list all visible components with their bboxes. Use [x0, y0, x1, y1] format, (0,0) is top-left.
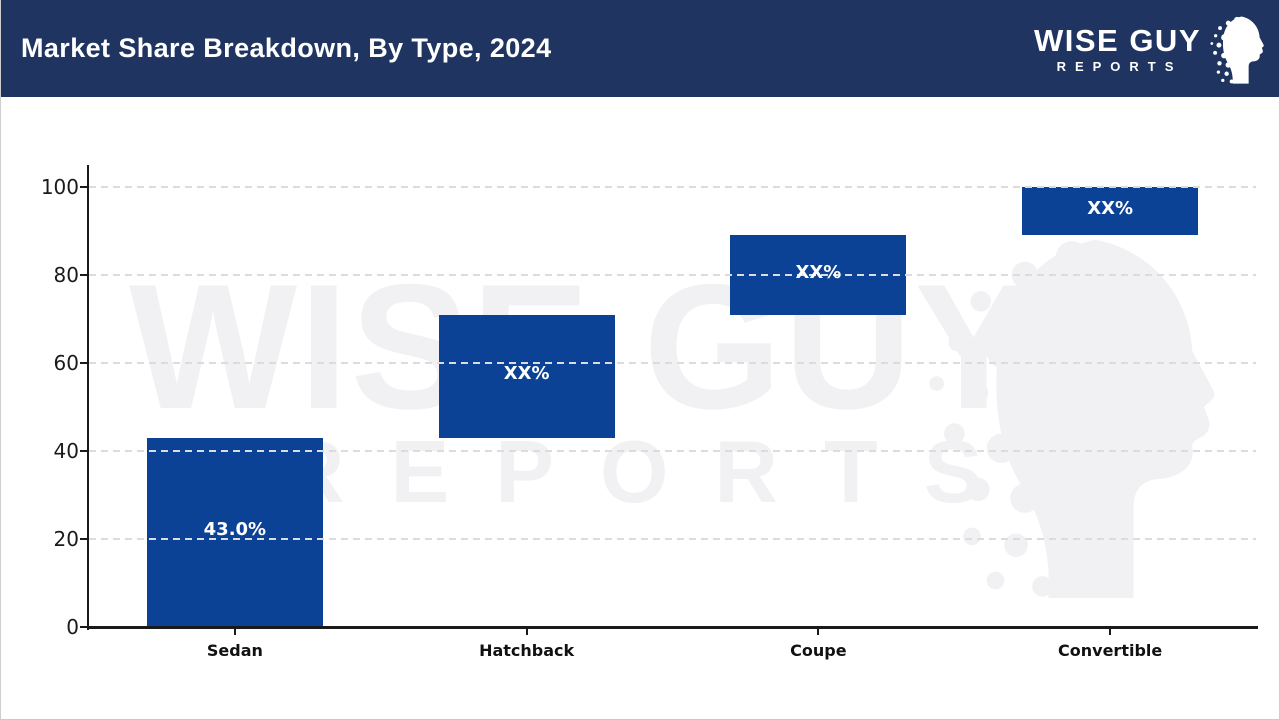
- gridline: [89, 274, 1256, 276]
- page-title: Market Share Breakdown, By Type, 2024: [21, 33, 552, 63]
- watermark-face-icon: [929, 239, 1215, 599]
- watermark-subtitle: REPORTS: [281, 422, 1029, 521]
- logo-subtitle: REPORTS: [1056, 58, 1183, 74]
- y-axis-tick-mark: [80, 186, 89, 188]
- gridline: [89, 186, 1256, 188]
- waterfall-bar-hatchback: [438, 314, 615, 438]
- logo-wordmark: WISE GUY: [1033, 22, 1201, 58]
- bar-value-label: XX%: [795, 262, 842, 283]
- gridline: [89, 538, 1256, 540]
- x-axis-category-label: Sedan: [206, 641, 263, 660]
- y-axis-tick-mark: [80, 538, 89, 540]
- x-axis-tick-mark: [817, 627, 820, 635]
- y-axis-tick-label: 100: [40, 175, 79, 199]
- header-bar: Market Share Breakdown, By Type, 2024 WI…: [1, 0, 1279, 97]
- gridline: [89, 450, 1256, 452]
- waterfall-bar-sedan: [146, 437, 323, 627]
- logo-text: WISE GUY REPORTS: [1034, 25, 1201, 73]
- x-axis-category-label: Hatchback: [479, 641, 575, 660]
- face-profile-icon: [1210, 16, 1264, 84]
- y-axis-tick-mark: [80, 274, 89, 276]
- x-axis-category-label: Convertible: [1058, 641, 1163, 660]
- x-axis-tick-mark: [525, 627, 528, 635]
- x-axis-tick-mark: [1109, 627, 1112, 635]
- x-axis-line: [87, 626, 1258, 629]
- gridline: [89, 362, 1256, 364]
- waterfall-bar-convertible: [1022, 187, 1199, 236]
- y-axis-tick-label: 80: [53, 263, 79, 287]
- y-axis-line: [87, 165, 89, 630]
- bar-value-label: 43.0%: [203, 519, 267, 541]
- y-axis-tick-label: 0: [66, 615, 79, 639]
- y-axis-tick-label: 20: [53, 527, 79, 551]
- x-axis-tick-mark: [233, 627, 236, 635]
- y-axis-tick-mark: [80, 626, 89, 628]
- x-axis-category-label: Coupe: [790, 641, 847, 660]
- bar-value-label: XX%: [503, 363, 550, 385]
- y-axis-tick-mark: [80, 450, 89, 452]
- y-axis-tick-label: 60: [53, 351, 79, 375]
- wise-guy-logo: WISE GUY REPORTS: [1034, 10, 1279, 88]
- y-axis-tick-label: 40: [53, 439, 79, 463]
- y-axis-tick-mark: [80, 362, 89, 364]
- bar-value-label: XX%: [1087, 198, 1134, 220]
